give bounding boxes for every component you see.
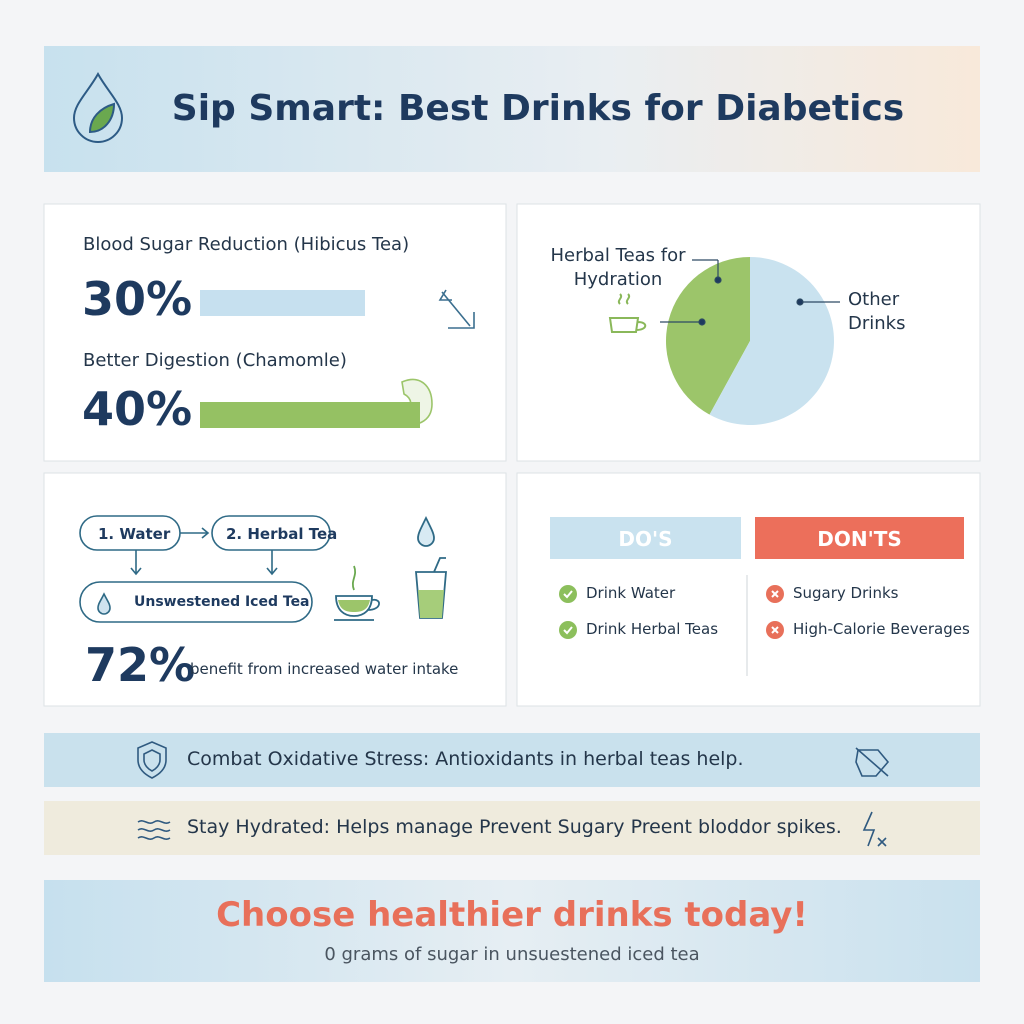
title: Sip Smart: Best Drinks for Diabetics [171,88,905,129]
footer-title: Choose healthier drinks today! [216,895,808,935]
banner-icons [137,741,890,847]
dos-header [550,517,741,559]
stat-label: Better Digestion (Chamomle) [83,350,347,371]
donts-title: DON'TS [817,527,902,551]
flow-shapes [79,515,331,623]
dos-item: Drink Water [586,584,676,602]
stat-value: 40% [82,382,193,436]
panel [516,472,981,707]
dos-icon [559,585,577,603]
header-icon [72,71,124,143]
footer-subtitle: 0 grams of sugar in unsuestened iced tea [324,944,700,965]
flow-step: Unswestened Iced Tea [134,594,310,610]
header-bg [44,46,980,172]
dos-icon [563,590,573,599]
flow-stat-text: benefit from increased water intake [190,660,459,678]
drink-icons [334,515,447,621]
flow-step: 1. Water [98,525,171,543]
dos-icon [559,621,577,639]
banner-bg [44,801,980,855]
cup-icon [608,293,647,333]
stat-value: 30% [82,272,193,326]
donts-header [755,517,964,559]
dos-item: Drink Herbal Teas [586,620,719,638]
dos-icon [563,626,573,635]
banner-bg [44,733,980,787]
donts-icon [771,626,779,634]
pie-label: Other Drinks [848,289,906,334]
flow-stat-value: 72% [85,638,196,692]
donts-item: Sugary Drinks [793,584,899,602]
stat-label: Blood Sugar Reduction (Hibicus Tea) [83,234,410,255]
donts-icon [771,590,779,598]
stat-bar [200,290,365,316]
pie-label: Herbal Teas for Hydration [550,245,686,290]
flow-step: 2. Herbal Tea [226,525,338,543]
pie-slice [666,257,750,415]
footer-bg [44,880,980,982]
pie-slice [709,257,834,425]
banner-text: Stay Hydrated: Helps manage Prevent Suga… [187,816,842,838]
pie-connectors [660,259,840,326]
banner-text: Combat Oxidative Stress: Antioxidants in… [187,748,744,770]
stat-bar [200,402,420,428]
dos-title: DO'S [618,527,673,551]
donts-item: High-Calorie Beverages [793,620,970,638]
